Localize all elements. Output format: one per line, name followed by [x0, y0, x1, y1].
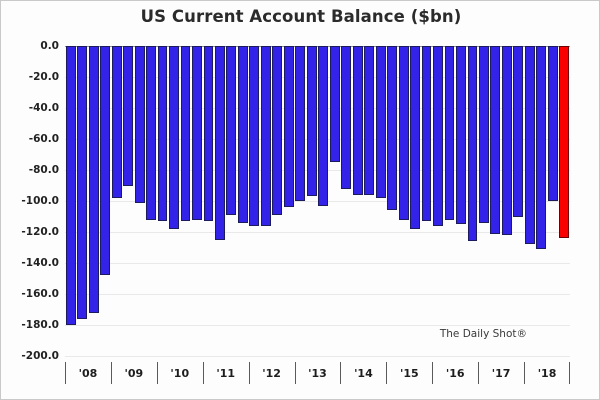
bar — [444, 46, 455, 220]
bar — [100, 46, 111, 276]
bar — [467, 46, 478, 242]
attribution-watermark: The Daily Shot® — [439, 328, 527, 340]
x-axis-separator — [524, 362, 526, 384]
bar — [111, 46, 122, 198]
bar — [215, 46, 225, 240]
x-axis-tick-label: '09 — [124, 367, 144, 380]
bar — [226, 46, 237, 215]
bar — [387, 46, 398, 211]
gridline — [65, 263, 570, 264]
gridline — [65, 325, 570, 326]
bar — [524, 46, 535, 245]
bar — [260, 46, 271, 226]
x-axis-separator — [386, 362, 388, 384]
x-axis-tick-label: '14 — [354, 367, 373, 380]
y-axis-tick-label: -140.0 — [21, 257, 59, 269]
bar — [398, 46, 409, 220]
x-axis-tick-label: '08 — [78, 367, 98, 380]
bar — [456, 46, 466, 225]
plot-area — [65, 46, 570, 357]
bar — [375, 46, 386, 198]
y-axis-labels: 0.0 -20.0 -40.0 -60.0 -80.0 -100.0 -120.0 -140.… — [1, 40, 59, 362]
y-axis-tick-label: -40.0 — [28, 102, 59, 114]
x-axis-separator — [156, 362, 158, 384]
bar — [478, 46, 489, 223]
y-axis-tick-label: -160.0 — [21, 288, 59, 300]
bar — [364, 46, 375, 195]
bar — [341, 46, 352, 189]
gridline — [65, 170, 570, 171]
bar — [180, 46, 191, 222]
bar — [501, 46, 512, 236]
bar — [157, 46, 168, 222]
bar — [295, 46, 306, 201]
y-axis-tick-label: -180.0 — [21, 319, 59, 331]
y-axis-tick-label: -120.0 — [21, 226, 59, 238]
y-axis-tick-label: -20.0 — [28, 71, 59, 83]
gridline — [65, 139, 570, 140]
gridline — [65, 232, 570, 233]
bar — [433, 46, 443, 226]
chart-title: US Current Account Balance ($bn) — [140, 7, 462, 26]
bar — [329, 46, 340, 163]
x-axis-separator — [65, 362, 66, 384]
bar — [88, 46, 99, 313]
bar — [283, 46, 294, 208]
bar — [169, 46, 179, 229]
bar-highlighted — [559, 46, 570, 239]
y-axis-tick-label: 0.0 — [40, 40, 59, 52]
bar — [547, 46, 558, 201]
x-axis-separator — [340, 362, 342, 384]
x-axis-tick-label: '16 — [445, 367, 465, 380]
bar — [77, 46, 88, 319]
bar — [352, 46, 363, 195]
x-axis-labels: '08 '09 '10 '11 '12 '13 '14 '15 '16 '17 '18 — [65, 359, 570, 389]
gridline — [65, 77, 570, 78]
x-axis-separator — [569, 362, 570, 384]
x-axis-separator — [202, 362, 204, 384]
y-axis-tick-label: -80.0 — [28, 164, 59, 176]
bar — [134, 46, 145, 203]
x-axis-tick-label: '13 — [308, 367, 327, 380]
bar — [318, 46, 329, 206]
bar-series — [65, 46, 570, 356]
bar — [146, 46, 156, 220]
x-axis-tick-label: '15 — [399, 367, 419, 380]
x-axis-tick-label: '18 — [537, 367, 557, 380]
bar — [513, 46, 524, 217]
bar — [123, 46, 134, 186]
gridlines — [65, 46, 570, 357]
gridline — [65, 356, 570, 357]
y-axis-tick-label: -200.0 — [21, 350, 59, 362]
x-axis-tick-label: '11 — [216, 367, 236, 380]
bar — [490, 46, 501, 234]
gridline — [65, 201, 570, 202]
zero-line — [65, 46, 570, 47]
gridline — [65, 108, 570, 109]
x-axis-tick-label: '12 — [262, 367, 281, 380]
bar — [272, 46, 283, 215]
bar — [536, 46, 547, 250]
x-axis-separator — [248, 362, 250, 384]
bar — [192, 46, 202, 220]
bar — [410, 46, 420, 229]
x-axis-separator — [294, 362, 296, 384]
gridline — [65, 294, 570, 295]
x-axis-separator — [478, 362, 480, 384]
bar — [237, 46, 248, 223]
bar — [421, 46, 432, 222]
bar — [306, 46, 317, 197]
y-axis-tick-label: -100.0 — [21, 195, 59, 207]
x-axis-tick-label: '17 — [491, 367, 511, 380]
y-axis-tick-label: -60.0 — [28, 133, 59, 145]
bar — [249, 46, 260, 226]
x-axis-separator — [432, 362, 434, 384]
x-axis-separator — [110, 362, 112, 384]
x-axis-tick-label: '10 — [170, 367, 190, 380]
bar — [203, 46, 214, 222]
bar — [65, 46, 76, 325]
